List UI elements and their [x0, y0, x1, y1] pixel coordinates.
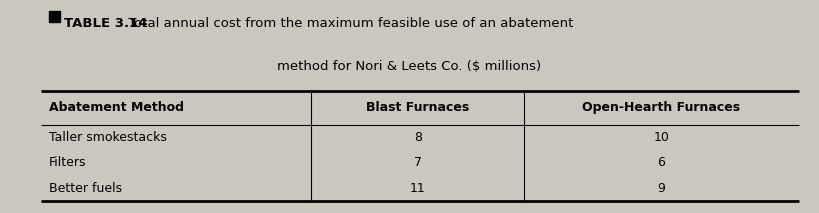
Text: Taller smokestacks: Taller smokestacks	[49, 131, 167, 144]
Text: 10: 10	[654, 131, 669, 144]
Bar	[49, 11, 60, 22]
Text: Blast Furnaces: Blast Furnaces	[366, 101, 469, 114]
Text: 8: 8	[414, 131, 422, 144]
Text: method for Nori & Leets Co. ($ millions): method for Nori & Leets Co. ($ millions)	[278, 60, 541, 73]
Text: Filters: Filters	[49, 156, 87, 170]
Text: 7: 7	[414, 156, 422, 170]
Text: 11: 11	[410, 182, 426, 195]
Text: Abatement Method: Abatement Method	[49, 101, 184, 114]
Text: 9: 9	[658, 182, 665, 195]
Text: Better fuels: Better fuels	[49, 182, 122, 195]
Text: Total annual cost from the maximum feasible use of an abatement: Total annual cost from the maximum feasi…	[124, 17, 573, 30]
Text: 6: 6	[658, 156, 665, 170]
Text: Open-Hearth Furnaces: Open-Hearth Furnaces	[582, 101, 740, 114]
Text: TABLE 3.14: TABLE 3.14	[64, 17, 147, 30]
